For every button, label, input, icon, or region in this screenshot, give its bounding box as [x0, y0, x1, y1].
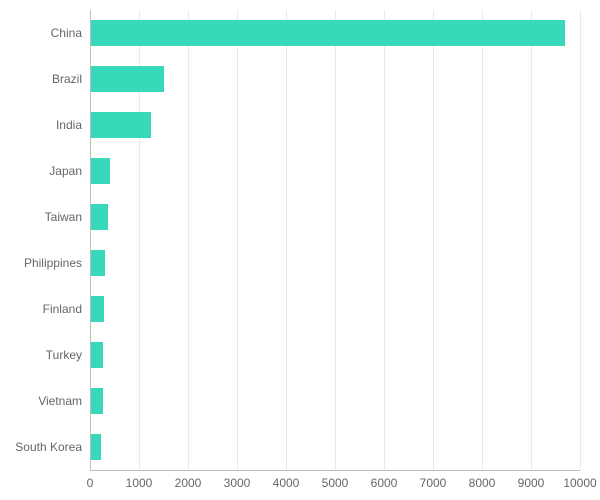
gridline	[482, 10, 483, 470]
gridline	[580, 10, 581, 470]
x-tick-label: 8000	[469, 476, 496, 490]
bar	[90, 342, 103, 369]
y-category-label: Brazil	[52, 72, 82, 86]
gridline	[286, 10, 287, 470]
x-tick-label: 4000	[273, 476, 300, 490]
y-category-label: Vietnam	[38, 394, 82, 408]
y-category-label: Finland	[43, 302, 82, 316]
x-tick-label: 5000	[322, 476, 349, 490]
bar	[90, 250, 105, 277]
y-category-label: Japan	[49, 164, 82, 178]
gridline	[531, 10, 532, 470]
x-tick-label: 10000	[563, 476, 596, 490]
x-tick-label: 9000	[518, 476, 545, 490]
gridline	[237, 10, 238, 470]
x-tick-label: 7000	[420, 476, 447, 490]
bar	[90, 388, 103, 415]
y-category-label: China	[51, 26, 82, 40]
y-axis-line	[90, 10, 91, 470]
chart: 0 1000 2000 3000 4000 5000 6000 7000 8000 9000 100…	[0, 0, 600, 500]
bar	[90, 66, 164, 93]
x-tick-label: 2000	[175, 476, 202, 490]
y-category-label: Philippines	[24, 256, 82, 270]
bar	[90, 434, 101, 461]
x-tick-label: 6000	[371, 476, 398, 490]
bar	[90, 112, 151, 139]
bar	[90, 158, 110, 185]
gridline	[335, 10, 336, 470]
bar	[90, 20, 565, 47]
bar	[90, 296, 104, 323]
x-axis-line	[90, 470, 580, 471]
plot-area	[90, 10, 580, 470]
y-category-label: India	[56, 118, 82, 132]
x-tick-label: 1000	[126, 476, 153, 490]
x-tick-label: 0	[87, 476, 94, 490]
gridline	[433, 10, 434, 470]
bar	[90, 204, 108, 231]
x-tick-label: 3000	[224, 476, 251, 490]
y-category-label: Turkey	[46, 348, 82, 362]
gridline	[384, 10, 385, 470]
y-category-label: Taiwan	[45, 210, 82, 224]
y-category-label: South Korea	[15, 440, 82, 454]
gridline	[188, 10, 189, 470]
